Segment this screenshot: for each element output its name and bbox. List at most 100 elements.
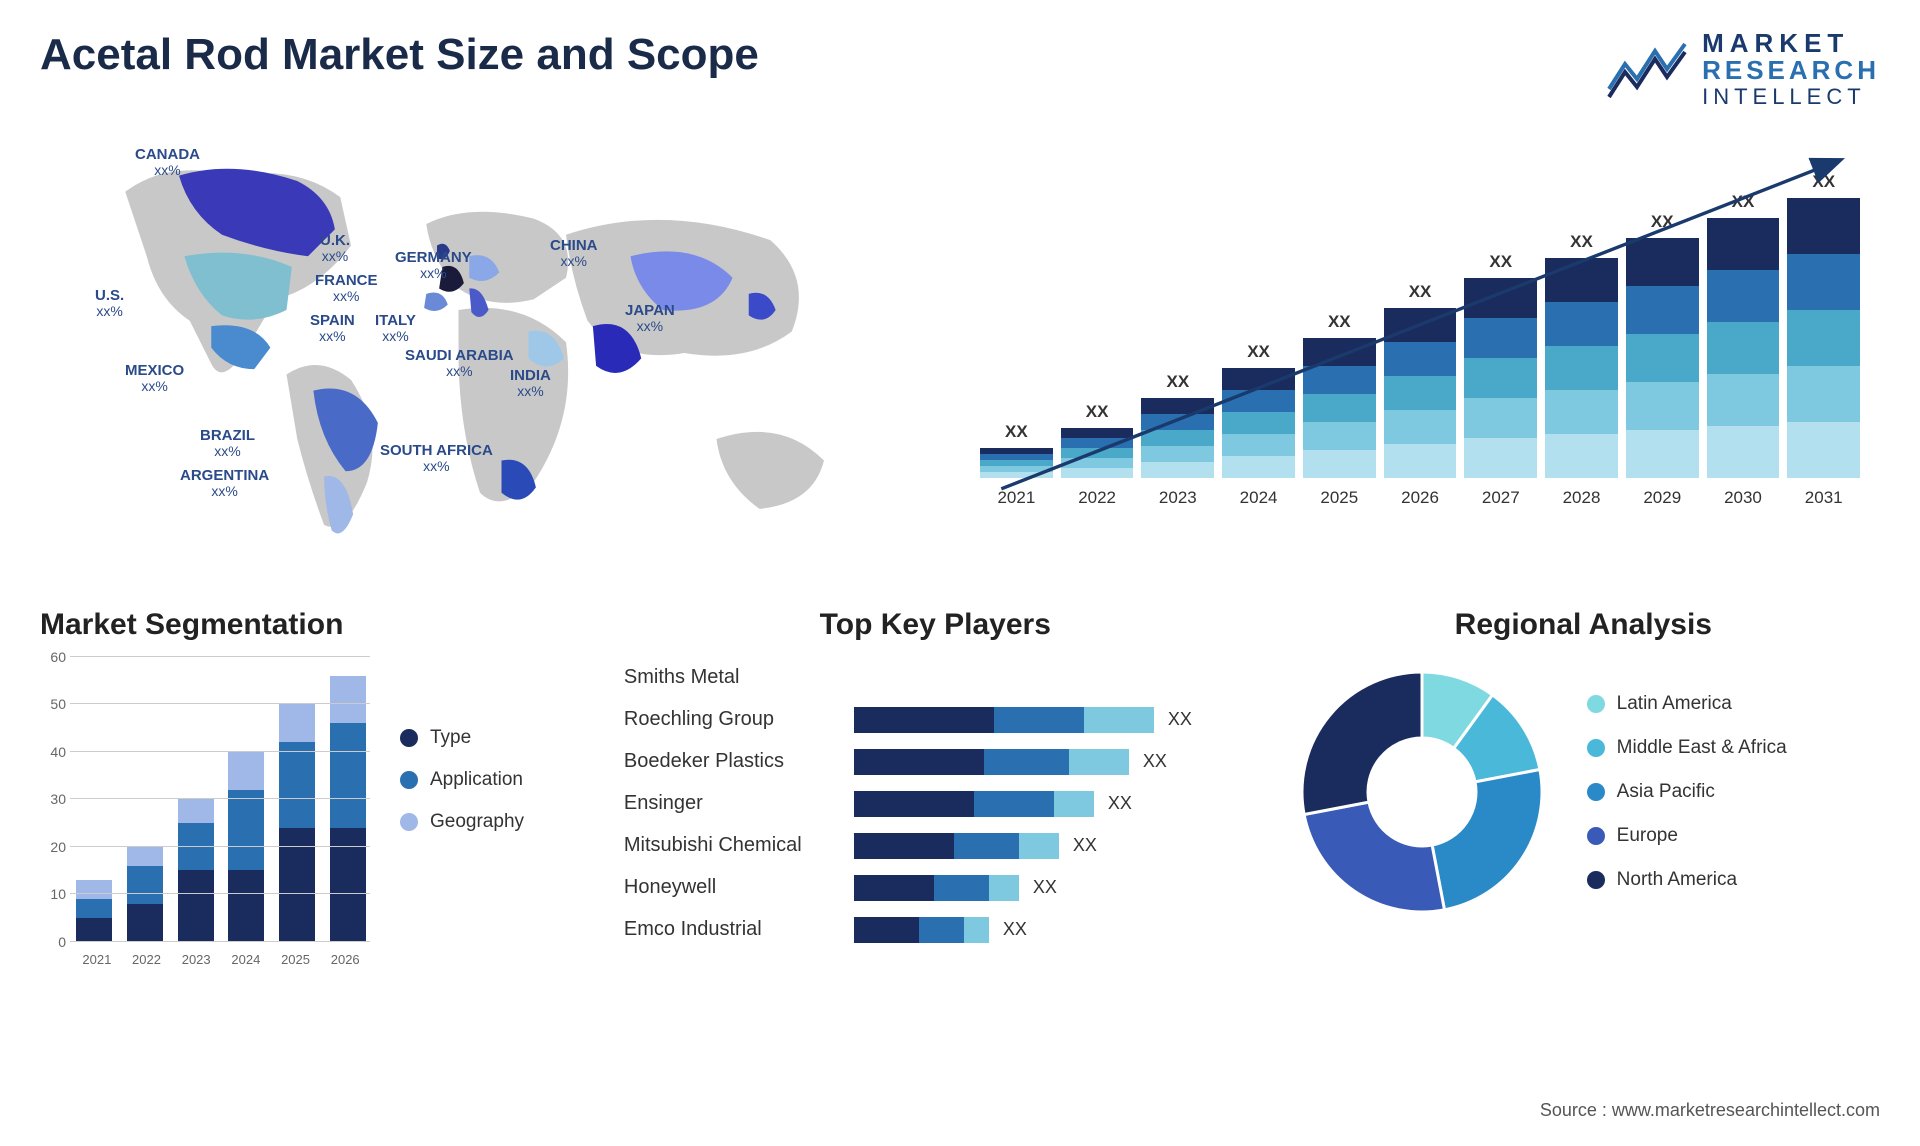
seg-bar-segment: [127, 904, 163, 942]
growth-bar-segment: [1626, 382, 1699, 430]
seg-ytick: 40: [50, 744, 66, 760]
growth-bar: XX: [1464, 252, 1537, 478]
legend-item: Asia Pacific: [1587, 781, 1787, 803]
growth-bar-segment: [1141, 430, 1214, 446]
map-label: U.S.xx%: [95, 288, 124, 321]
growth-bar: XX: [1626, 212, 1699, 478]
map-label: MEXICOxx%: [125, 363, 184, 396]
growth-bar-value: XX: [1732, 192, 1755, 212]
regional-donut: [1287, 657, 1557, 927]
player-row: HoneywellXX: [624, 867, 1257, 909]
growth-bar-segment: [980, 472, 1053, 478]
growth-bar-segment: [1787, 310, 1860, 366]
seg-bar-segment: [228, 870, 264, 941]
player-bar-segment: [854, 917, 919, 943]
legend-swatch: [400, 771, 418, 789]
growth-bar: XX: [1787, 172, 1860, 478]
legend-label: Type: [430, 727, 471, 749]
player-row: Mitsubishi ChemicalXX: [624, 825, 1257, 867]
growth-year-label: 2028: [1545, 488, 1618, 508]
legend-label: Application: [430, 769, 523, 791]
player-bar-segment: [934, 875, 989, 901]
growth-bar-segment: [1222, 434, 1295, 456]
key-players-panel: Top Key Players Smiths Metal Roechling Gr…: [614, 608, 1257, 1028]
growth-bar: XX: [1545, 232, 1618, 478]
segmentation-legend: Type Application Geography: [400, 657, 524, 967]
growth-bar-segment: [1303, 422, 1376, 450]
legend-swatch: [1587, 739, 1605, 757]
growth-year-label: 2030: [1707, 488, 1780, 508]
growth-bar-segment: [1222, 412, 1295, 434]
seg-xlabel: 2022: [122, 952, 172, 967]
seg-ytick: 50: [50, 696, 66, 712]
seg-xlabel: 2025: [271, 952, 321, 967]
seg-gridline: [70, 846, 370, 847]
growth-bar-segment: [1141, 414, 1214, 430]
growth-year-label: 2027: [1464, 488, 1537, 508]
seg-bar: [72, 880, 117, 942]
seg-gridline: [70, 941, 370, 942]
player-name: Mitsubishi Chemical: [624, 834, 854, 857]
seg-bar-segment: [178, 823, 214, 871]
key-players-chart: Smiths MetalRoechling GroupXXBoedeker Pl…: [614, 657, 1257, 951]
growth-bar-segment: [1061, 458, 1134, 468]
growth-bar-value: XX: [1570, 232, 1593, 252]
map-label: SPAINxx%: [310, 313, 355, 346]
player-value: XX: [1033, 877, 1057, 898]
player-bar: [854, 917, 989, 943]
growth-year-label: 2026: [1384, 488, 1457, 508]
regional-panel: Regional Analysis Latin AmericaMiddle Ea…: [1287, 608, 1880, 1028]
player-bar: [854, 791, 1094, 817]
seg-bar-segment: [279, 742, 315, 828]
map-label: ITALYxx%: [375, 313, 416, 346]
seg-bar-segment: [330, 676, 366, 724]
growth-bar-segment: [1303, 450, 1376, 478]
growth-bar-segment: [1303, 338, 1376, 366]
player-bar-segment: [1019, 833, 1059, 859]
donut-slice: [1304, 802, 1444, 912]
map-region: [717, 432, 825, 509]
growth-year-label: 2021: [980, 488, 1053, 508]
player-name: Roechling Group: [624, 708, 854, 731]
seg-xlabel: 2023: [171, 952, 221, 967]
map-label: SAUDI ARABIAxx%: [405, 348, 514, 381]
seg-gridline: [70, 751, 370, 752]
seg-bar: [224, 752, 269, 942]
player-bar-segment: [1054, 791, 1094, 817]
growth-bar-value: XX: [1005, 422, 1028, 442]
growth-bar-segment: [1707, 322, 1780, 374]
player-bar: [854, 833, 1059, 859]
player-name: Smiths Metal: [624, 666, 854, 689]
growth-bar-segment: [1384, 410, 1457, 444]
growth-bar-segment: [1545, 434, 1618, 478]
seg-bar: [325, 676, 370, 942]
seg-bar: [123, 847, 168, 942]
growth-bar: XX: [1303, 312, 1376, 478]
growth-bar-segment: [1626, 430, 1699, 478]
growth-bar-value: XX: [1166, 372, 1189, 392]
seg-ytick: 30: [50, 791, 66, 807]
player-value: XX: [1003, 919, 1027, 940]
growth-bar-segment: [1222, 456, 1295, 478]
growth-year-label: 2022: [1061, 488, 1134, 508]
growth-bar-segment: [1384, 444, 1457, 478]
growth-bar-value: XX: [1328, 312, 1351, 332]
player-bar: [854, 749, 1129, 775]
seg-bar-segment: [330, 723, 366, 828]
legend-swatch: [1587, 827, 1605, 845]
seg-bar-segment: [279, 704, 315, 742]
growth-bar: XX: [1384, 282, 1457, 478]
growth-bar-segment: [1061, 438, 1134, 448]
player-bar-segment: [1084, 707, 1154, 733]
growth-bar-value: XX: [1086, 402, 1109, 422]
key-players-title: Top Key Players: [614, 608, 1257, 642]
regional-title: Regional Analysis: [1287, 608, 1880, 642]
seg-xlabel: 2024: [221, 952, 271, 967]
seg-bar-segment: [76, 899, 112, 918]
growth-bar-segment: [1787, 422, 1860, 478]
legend-item: Geography: [400, 811, 524, 833]
growth-bar-segment: [1464, 278, 1537, 318]
growth-year-label: 2025: [1303, 488, 1376, 508]
player-bar-segment: [964, 917, 989, 943]
seg-ytick: 60: [50, 649, 66, 665]
